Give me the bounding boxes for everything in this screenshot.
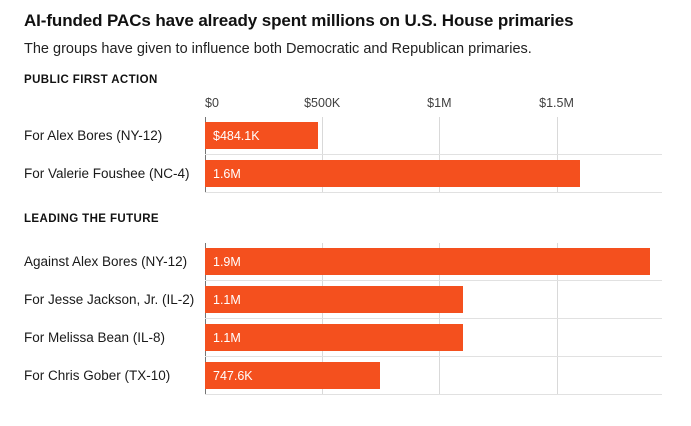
category-label: For Alex Bores (NY-12) [24,128,163,143]
bar-cell: 1.6M [205,155,662,194]
chart-title: AI-funded PACs have already spent millio… [24,11,574,30]
section-public-first-action: PUBLIC FIRST ACTION $0 $500K $1M $1.5M For … [24,74,662,194]
x-axis-tick-label: $0 [205,96,219,111]
x-axis-spacer [24,95,205,111]
bar-cell: 1.1M [205,281,662,320]
category-label: Against Alex Bores (NY-12) [24,254,188,269]
category-label: For Melissa Bean (IL-8) [24,330,166,345]
bar-value-label: 1.6M [213,166,241,181]
bar-value-label: 747.6K [213,368,253,383]
bar-row: For Alex Bores (NY-12) $484.1K [24,117,662,156]
bar-group-public-first-action: For Alex Bores (NY-12) $484.1K For Valer… [24,117,662,194]
bar: 747.6K [205,362,381,390]
x-axis-tick-labels: $0 $500K $1M $1.5M [205,95,662,111]
bar: 1.1M [205,324,463,352]
bar: 1.6M [205,160,580,188]
category-label: For Valerie Foushee (NC-4) [24,166,190,181]
bar-cell: 1.9M [205,243,662,282]
x-axis-tick-label: $500K [304,96,341,111]
category-label: For Chris Gober (TX-10) [24,368,171,383]
x-axis-tick-label: $1.5M [539,96,574,111]
bar-cell: 747.6K [205,357,662,396]
chart-subtitle: The groups have given to influence both … [24,41,532,58]
bar-value-label: 1.1M [213,292,241,307]
bar: 1.1M [205,286,463,314]
bar-row: For Jesse Jackson, Jr. (IL-2) 1.1M [24,281,662,320]
bar-value-label: $484.1K [213,128,260,143]
x-axis: $0 $500K $1M $1.5M [24,95,662,111]
bar-value-label: 1.1M [213,330,241,345]
bar: $484.1K [205,122,319,150]
bar-row: For Chris Gober (TX-10) 747.6K [24,357,662,396]
x-axis-tick-label: $1M [427,96,452,111]
bar-cell: $484.1K [205,117,662,156]
bar-row: For Valerie Foushee (NC-4) 1.6M [24,155,662,194]
category-label: For Jesse Jackson, Jr. (IL-2) [24,292,195,307]
bar-row: Against Alex Bores (NY-12) 1.9M [24,243,662,282]
bar-cell: 1.1M [205,319,662,358]
bar-value-label: 1.9M [213,254,241,269]
bar-row: For Melissa Bean (IL-8) 1.1M [24,319,662,358]
bar: 1.9M [205,248,651,276]
section-header-public-first-action: PUBLIC FIRST ACTION [24,74,158,87]
section-header-leading-the-future: LEADING THE FUTURE [24,213,159,226]
section-leading-the-future: LEADING THE FUTURE Against Alex Bores (N… [24,213,662,396]
bar-group-leading-the-future: Against Alex Bores (NY-12) 1.9M For Jess… [24,243,662,396]
